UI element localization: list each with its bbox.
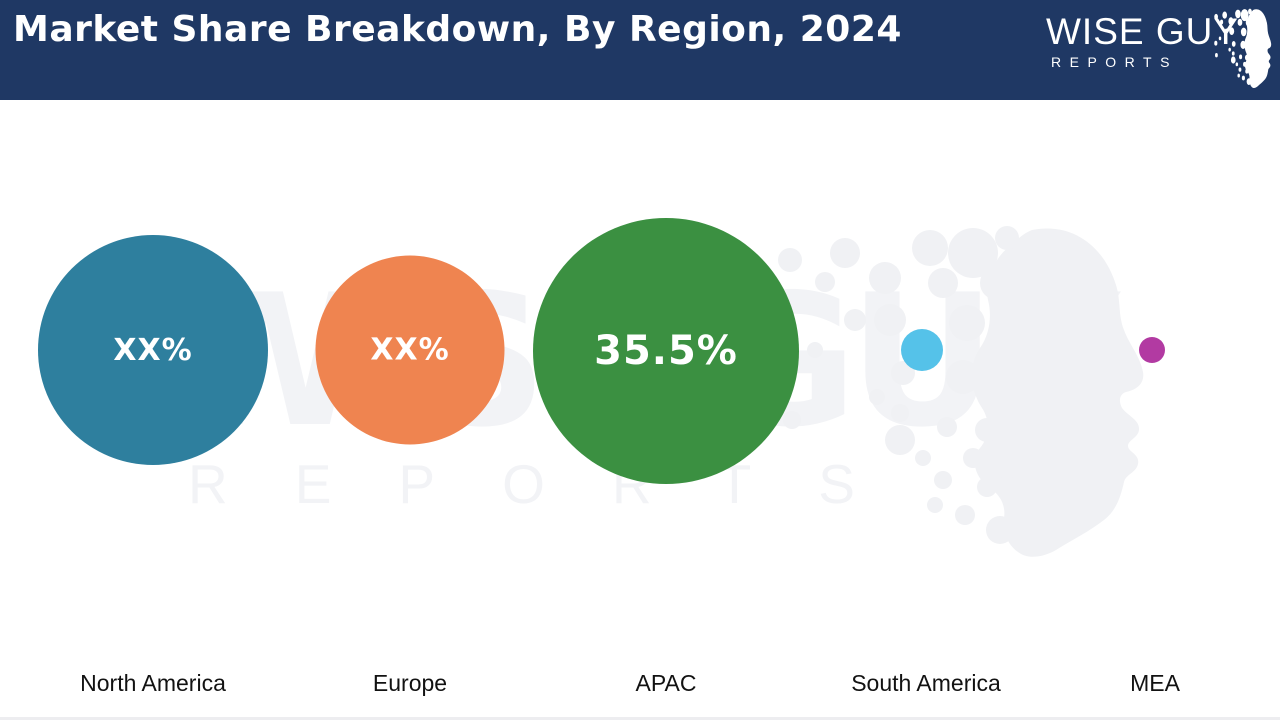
bubble-circle-mea bbox=[1139, 337, 1165, 363]
bubble-value-apac: 35.5% bbox=[594, 328, 738, 374]
category-label-mea: MEA bbox=[1130, 670, 1180, 696]
bubble-value-europe: XX% bbox=[370, 332, 450, 368]
bubble-chart: WISE GUY REPORTS bbox=[0, 100, 1280, 720]
bubble-circle-south-america bbox=[901, 329, 943, 371]
category-label-europe: Europe bbox=[372, 670, 448, 696]
category-label-south-america: South America bbox=[851, 670, 1001, 696]
bubble-circle-north-america: XX% bbox=[38, 235, 268, 465]
wiseguy-head-icon bbox=[1214, 8, 1272, 89]
bubble-circle-apac: 35.5% bbox=[533, 218, 799, 484]
watermark-reports-text: REPORTS bbox=[188, 453, 922, 515]
category-label-apac: APAC bbox=[635, 670, 697, 696]
header-bar: Market Share Breakdown, By Region, 2024 … bbox=[0, 0, 1280, 100]
bottom-divider bbox=[0, 717, 1280, 720]
wiseguy-logo: WISE GUY REPORTS bbox=[1046, 11, 1240, 71]
logo-text-line2: REPORTS bbox=[1051, 54, 1178, 70]
logo-text-line1: WISE GUY bbox=[1046, 11, 1240, 52]
bubble-value-north-america: XX% bbox=[113, 332, 193, 368]
category-label-north-america: North America bbox=[80, 670, 226, 696]
bubble-circle-europe: XX% bbox=[315, 255, 505, 445]
page-title: Market Share Breakdown, By Region, 2024 bbox=[13, 9, 902, 50]
